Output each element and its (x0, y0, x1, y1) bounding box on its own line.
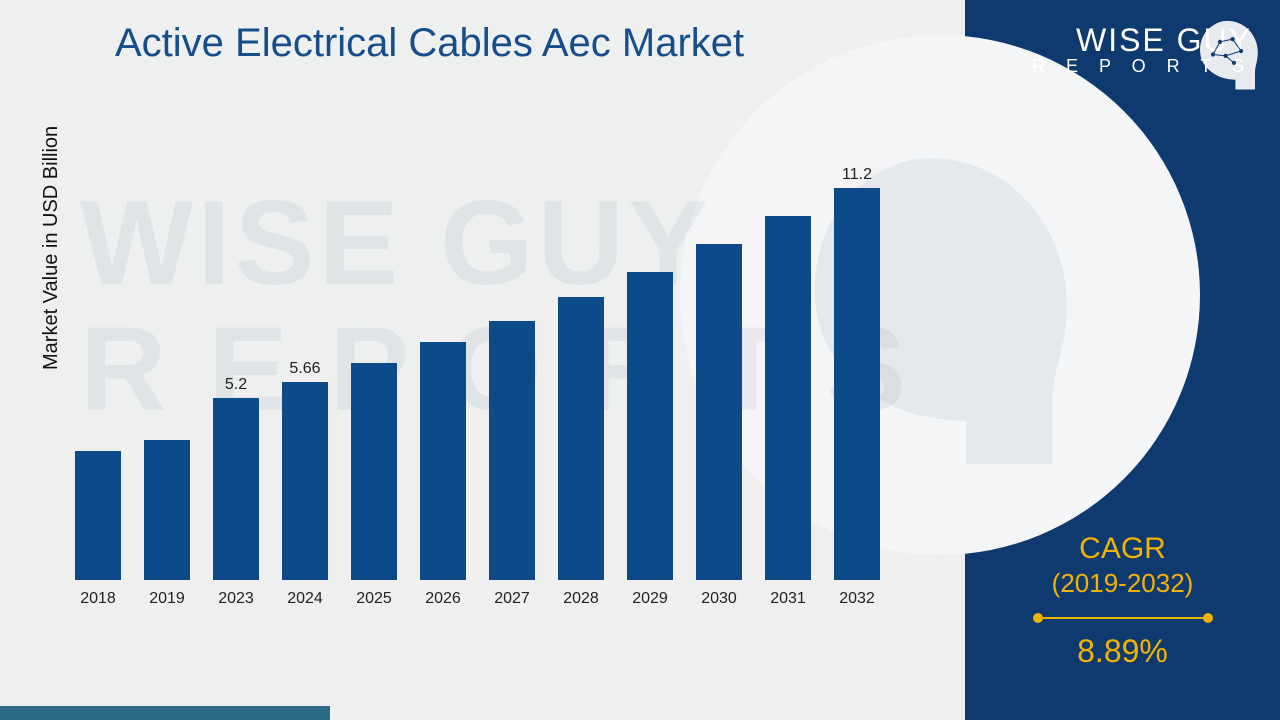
bar (558, 297, 604, 581)
bar (627, 272, 673, 580)
x-tick-label: 2032 (822, 590, 892, 608)
cagr-heading: CAGR (995, 532, 1250, 566)
chart-infographic: WISE GUY R E P O R T S Active Electrical… (0, 0, 1280, 720)
x-tick-label: 2025 (339, 590, 409, 608)
plot-area: 2018201920235.220245.6620252026202720282… (75, 160, 905, 580)
bar-value-label: 11.2 (827, 166, 887, 184)
x-tick-label: 2031 (753, 590, 823, 608)
cagr-block: CAGR (2019-2032) 8.89% (995, 532, 1250, 670)
chart-title: Active Electrical Cables Aec Market (115, 20, 744, 66)
y-axis-label: Market Value in USD Billion (40, 126, 63, 370)
bar-value-label: 5.2 (206, 376, 266, 394)
bar-chart: 2018201920235.220245.6620252026202720282… (75, 160, 905, 610)
bar (420, 342, 466, 580)
bar (696, 244, 742, 580)
x-tick-label: 2029 (615, 590, 685, 608)
bar (351, 363, 397, 580)
bar (834, 188, 880, 580)
x-tick-label: 2019 (132, 590, 202, 608)
bar-value-label: 5.66 (275, 360, 335, 378)
x-tick-label: 2027 (477, 590, 547, 608)
bar (765, 216, 811, 580)
bar (282, 382, 328, 580)
bar (213, 398, 259, 580)
cagr-value: 8.89% (995, 633, 1250, 670)
logo-head-icon (1192, 18, 1262, 98)
bar (489, 321, 535, 580)
bar (75, 451, 121, 581)
bottom-accent-bar (0, 706, 330, 720)
x-tick-label: 2026 (408, 590, 478, 608)
cagr-period: (2019-2032) (995, 568, 1250, 599)
x-tick-label: 2024 (270, 590, 340, 608)
x-tick-label: 2030 (684, 590, 754, 608)
bar (144, 440, 190, 580)
x-tick-label: 2028 (546, 590, 616, 608)
cagr-divider (1038, 617, 1208, 619)
x-tick-label: 2018 (63, 590, 133, 608)
x-tick-label: 2023 (201, 590, 271, 608)
